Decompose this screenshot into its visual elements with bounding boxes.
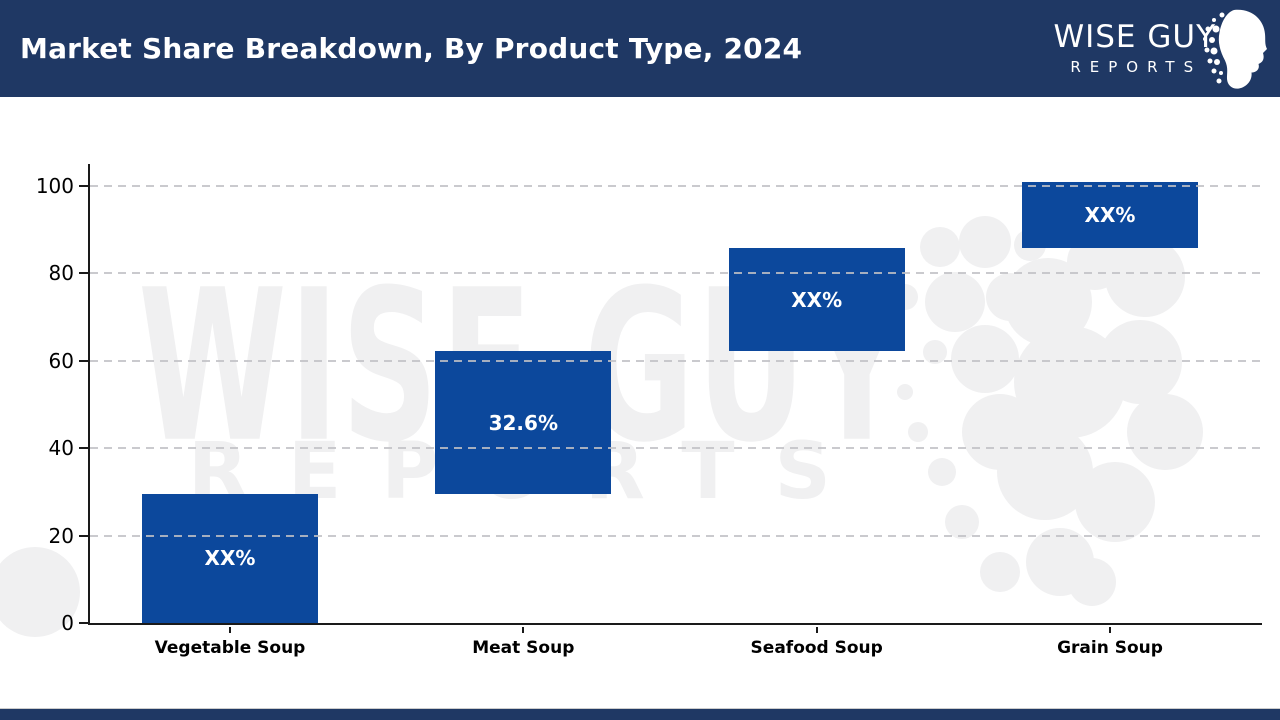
x-axis-label: Grain Soup: [1057, 638, 1163, 658]
y-axis-tick-label: 40: [48, 436, 74, 460]
x-axis-tick: [1109, 627, 1111, 633]
bar: XX%: [1022, 182, 1198, 249]
x-axis-tick: [815, 627, 818, 633]
y-axis-tick: [79, 272, 88, 274]
gridline: [90, 447, 1262, 449]
bar-value-label: XX%: [791, 287, 843, 312]
y-axis-tick: [79, 184, 88, 187]
y-axis-tick-label: 80: [48, 261, 74, 285]
plot-area: 0 20 40 60 80 100 XX% Vegetable Soup 32.6% Meat S…: [36, 164, 1262, 658]
bar: XX%: [142, 493, 318, 623]
y-axis-tick-label: 60: [48, 348, 74, 373]
gridline: [90, 272, 1262, 274]
gridline: [90, 534, 1262, 537]
x-axis-label: Meat Soup: [472, 638, 575, 658]
y-axis-tick-label: 100: [35, 173, 74, 198]
y-axis-tick: [79, 622, 88, 624]
y-axis-tick-label: 0: [61, 611, 74, 635]
logo-wordmark: WISE GUY: [1053, 18, 1216, 55]
logo-text: WISE GUY REPORTS: [1053, 18, 1216, 76]
footer-bar: [0, 708, 1280, 720]
x-axis-label: Vegetable Soup: [154, 638, 306, 658]
chart-title: Market Share Breakdown, By Product Type,…: [20, 32, 803, 65]
bar: XX%: [728, 248, 905, 352]
y-axis-tick: [79, 534, 88, 537]
y-axis-tick-label: 20: [48, 523, 74, 548]
bar-value-label: 32.6%: [488, 410, 558, 435]
y-axis-tick: [79, 447, 88, 449]
gridline: [90, 184, 1262, 187]
y-axis-tick: [79, 359, 88, 362]
wiseguy-logo: WISE GUY REPORTS: [1053, 6, 1272, 92]
dotted-head-profile-icon: [1203, 9, 1267, 89]
x-axis-label: Seafood Soup: [750, 638, 883, 658]
bar: 32.6%: [435, 351, 612, 494]
bar-value-label: XX%: [1084, 203, 1136, 228]
chart-area: WISE GUY REPORTS 020406080100XX%Vegetabl…: [0, 97, 1280, 708]
bar-value-label: XX%: [204, 546, 256, 571]
header: Market Share Breakdown, By Product Type,…: [0, 0, 1280, 97]
x-axis-tick: [522, 627, 525, 633]
x-axis-tick: [229, 627, 231, 633]
gridline: [90, 359, 1262, 362]
logo-subtitle: REPORTS: [1070, 57, 1203, 76]
